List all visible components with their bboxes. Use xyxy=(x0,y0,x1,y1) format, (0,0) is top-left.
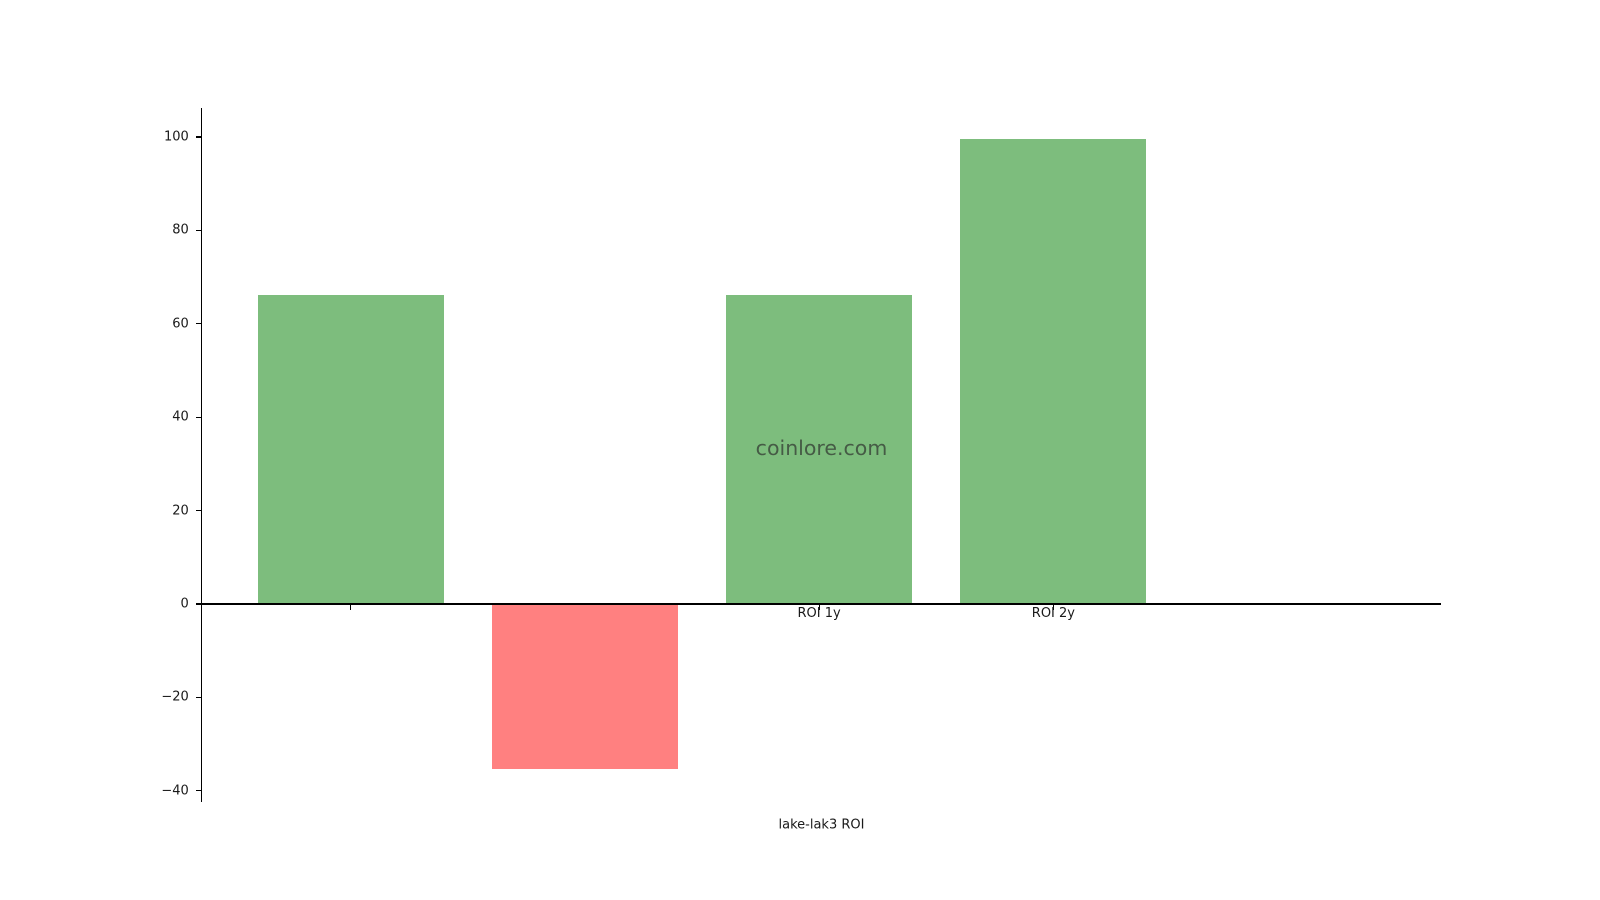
x-tick-mark xyxy=(349,603,352,610)
y-tick-label: 0 xyxy=(180,596,189,612)
x-axis-title: lake-lak3 ROI xyxy=(778,817,865,833)
y-tick-mark xyxy=(195,416,201,418)
bar-roi-1y xyxy=(726,294,913,604)
y-tick-mark xyxy=(195,696,201,698)
y-tick-mark xyxy=(195,229,201,231)
y-tick-mark xyxy=(195,509,201,512)
y-axis-spine xyxy=(200,108,202,802)
y-tick-label: 60 xyxy=(172,316,189,332)
x-axis-zero-line xyxy=(200,603,1441,605)
y-tick-mark xyxy=(195,790,201,792)
y-tick-label: 100 xyxy=(163,129,189,145)
x-tick-label: ROI 1y xyxy=(797,606,841,622)
bar-roi-1 xyxy=(257,294,444,604)
y-tick-label: 80 xyxy=(172,222,189,238)
bar-roi-2 xyxy=(491,603,678,770)
x-tick-mark xyxy=(818,603,820,610)
y-tick-label: 20 xyxy=(172,503,189,519)
y-tick-mark xyxy=(195,603,201,605)
x-tick-mark xyxy=(1052,603,1054,610)
y-tick-label: 40 xyxy=(172,409,189,425)
y-tick-mark xyxy=(195,136,201,138)
y-tick-label: −40 xyxy=(161,783,189,799)
y-tick-mark xyxy=(195,323,201,325)
y-tick-label: −20 xyxy=(161,689,189,705)
watermark: coinlore.com xyxy=(755,436,888,460)
bar-roi-2y xyxy=(960,138,1147,604)
x-tick-label: ROI 2y xyxy=(1031,606,1075,622)
